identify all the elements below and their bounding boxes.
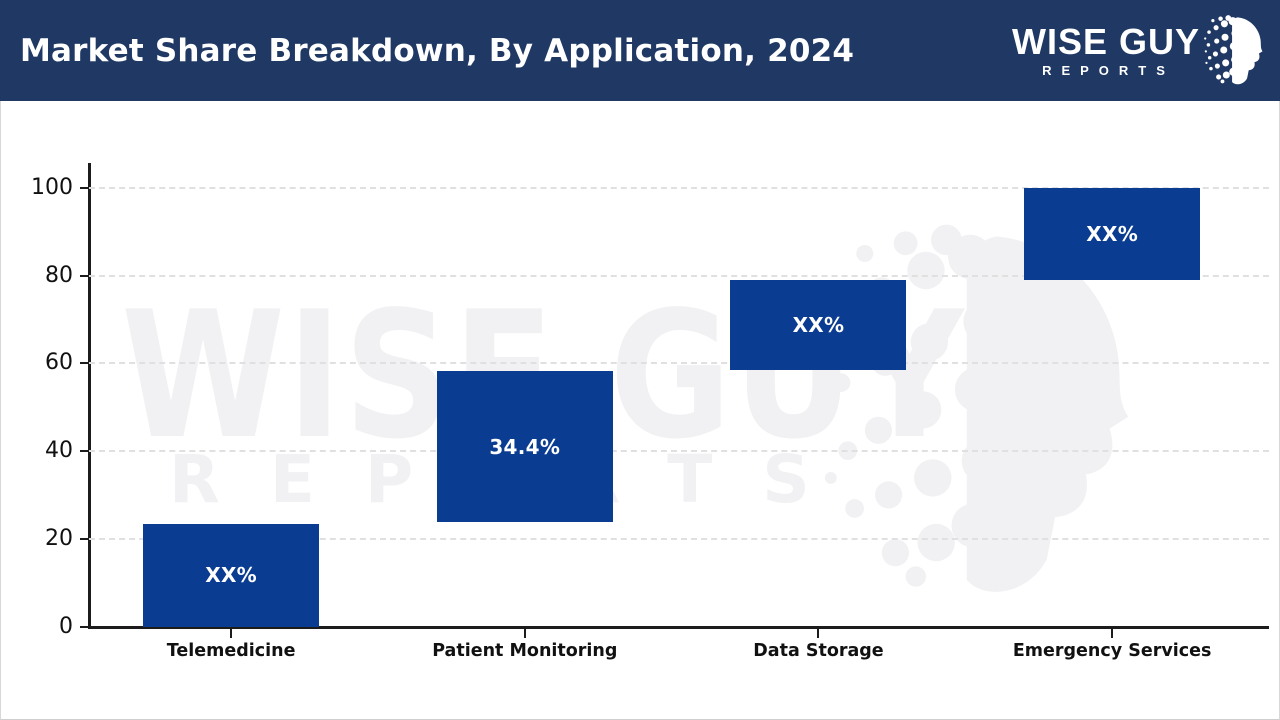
gridline <box>89 362 1269 365</box>
y-tick-label: 80 <box>45 262 73 288</box>
y-tick-label: 20 <box>45 526 73 552</box>
y-tick-label: 60 <box>45 350 73 376</box>
y-tick-mark <box>80 538 89 541</box>
x-axis-label: Data Storage <box>753 641 884 661</box>
bar: XX% <box>143 523 320 627</box>
y-tick-mark <box>80 186 89 189</box>
bar: XX% <box>730 279 907 370</box>
chart-canvas: WISE GUY REPORTS 020406080100XX%Telemedi… <box>0 101 1280 720</box>
brand-head-icon <box>1204 14 1263 84</box>
bar-value-label: 34.4% <box>489 434 561 459</box>
gridline <box>89 450 1269 453</box>
gridline <box>89 538 1269 541</box>
brand-subname: REPORTS <box>1042 63 1175 78</box>
y-tick-label: 100 <box>31 174 73 200</box>
y-tick-mark <box>80 450 89 453</box>
gridline <box>89 274 1269 277</box>
brand-logo: WISE GUY REPORTS <box>1012 14 1266 88</box>
header: Market Share Breakdown, By Application, … <box>0 0 1280 101</box>
y-tick-label: 40 <box>45 438 73 464</box>
brand-name: WISE GUY <box>1011 21 1200 62</box>
bar: 34.4% <box>436 371 613 523</box>
x-axis-label: Telemedicine <box>166 641 296 661</box>
chart-layer: 0 20 40 60 80 100 XX% Telemedicine 34.4% Patient … <box>1 101 1279 719</box>
x-tick-mark <box>1111 629 1114 638</box>
chart-title: Market Share Breakdown, By Application, … <box>20 32 855 69</box>
y-tick-mark <box>80 362 89 365</box>
y-axis-line <box>88 163 91 629</box>
y-tick-label: 0 <box>59 614 73 639</box>
bar-value-label: XX% <box>1086 221 1139 246</box>
bar: XX% <box>1024 187 1201 280</box>
brand-logo-text: WISE GUY REPORTS <box>1011 21 1200 78</box>
x-axis-label: Emergency Services <box>1012 641 1212 661</box>
x-axis-line <box>88 626 1269 629</box>
x-tick-mark <box>523 629 526 638</box>
x-tick-mark <box>230 629 233 638</box>
y-tick-mark <box>80 274 89 277</box>
x-tick-mark <box>817 629 820 638</box>
x-axis-label: Patient Monitoring <box>432 641 618 661</box>
bar-value-label: XX% <box>792 312 845 337</box>
y-tick-mark <box>80 626 89 628</box>
gridline <box>89 186 1269 189</box>
bar-value-label: XX% <box>205 563 258 588</box>
